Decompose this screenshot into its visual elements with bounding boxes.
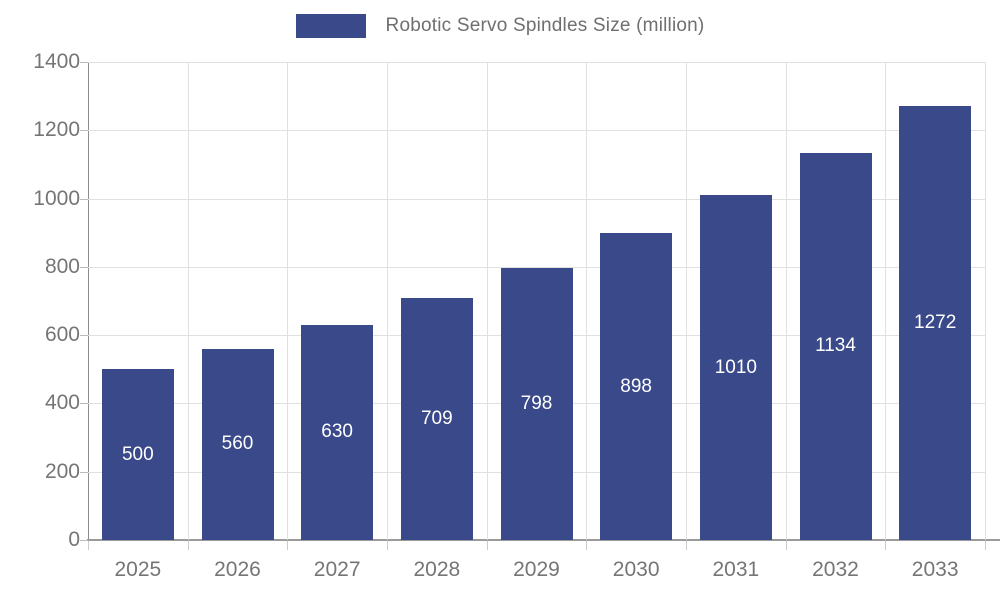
y-tick-label: 1200	[33, 118, 80, 142]
gridline-v	[985, 62, 986, 540]
x-axis-tick	[486, 541, 488, 550]
bar-2031[interactable]: 1010	[699, 195, 772, 540]
bar-2025[interactable]: 500	[101, 369, 174, 540]
gridline-v	[885, 62, 887, 540]
bar-value-label: 560	[221, 433, 254, 455]
gridline-v	[586, 62, 588, 540]
gridline-v	[387, 62, 388, 540]
bar-value-label: 898	[620, 375, 652, 397]
x-tick-label: 2027	[313, 558, 361, 581]
y-tick-label: 0	[68, 528, 80, 551]
y-axis-tick	[80, 540, 88, 541]
gridline-h	[88, 62, 985, 63]
bar-2029[interactable]: 798	[500, 267, 573, 540]
x-axis-tick	[586, 541, 588, 550]
x-axis-tick	[387, 541, 388, 550]
x-tick-label: 2031	[712, 558, 760, 581]
gridline-h	[88, 130, 985, 132]
x-axis-line	[87, 539, 1000, 541]
bar-2032[interactable]: 1134	[799, 152, 872, 540]
y-tick-label: 400	[44, 391, 80, 415]
y-tick-label: 1000	[33, 186, 80, 210]
bar-2033[interactable]: 1272	[899, 105, 972, 540]
y-axis-tick	[80, 471, 88, 473]
y-axis-tick	[80, 198, 88, 200]
y-axis-line	[88, 62, 89, 550]
bar-value-label: 500	[121, 443, 154, 465]
x-tick-label: 2026	[214, 558, 261, 581]
x-axis-tick	[985, 541, 986, 550]
x-axis-tick	[885, 541, 887, 550]
x-tick-label: 2028	[413, 558, 461, 581]
bar-value-label: 798	[520, 392, 553, 414]
legend-label: Robotic Servo Spindles Size (million)	[385, 15, 705, 36]
bar-value-label: 1010	[714, 356, 757, 378]
y-tick-label: 1400	[33, 50, 80, 73]
gridline-v	[686, 62, 687, 540]
plot-area: 500 560 630 709 798 898 1010 1134 1272	[80, 62, 1000, 550]
bar-value-label: 1272	[914, 311, 957, 333]
x-axis-tick	[785, 541, 787, 550]
gridline-v	[486, 62, 488, 540]
x-tick-label: 2030	[612, 558, 660, 581]
y-axis-tick	[80, 403, 88, 405]
gridline-v	[287, 62, 289, 540]
bar-2026[interactable]: 560	[201, 348, 274, 540]
x-axis-tick	[686, 541, 687, 550]
x-axis-tick	[187, 541, 189, 550]
bar-2028[interactable]: 709	[400, 297, 473, 540]
bar-value-label: 709	[420, 407, 453, 429]
bar-2027[interactable]: 630	[301, 324, 374, 540]
gridline-v	[187, 62, 189, 540]
x-tick-label: 2025	[114, 558, 162, 581]
gridline-v	[785, 62, 787, 540]
x-tick-label: 2029	[513, 558, 560, 581]
y-tick-label: 600	[44, 323, 80, 347]
x-axis-tick	[88, 541, 89, 550]
x-tick-label: 2033	[911, 558, 959, 581]
y-tick-label: 200	[44, 459, 80, 483]
legend[interactable]: Robotic Servo Spindles Size (million)	[0, 14, 1000, 38]
y-axis-tick	[80, 335, 88, 337]
legend-swatch	[295, 14, 366, 38]
gridline-h	[88, 266, 985, 268]
x-tick-label: 2032	[812, 558, 859, 581]
x-axis-tick	[287, 541, 289, 550]
y-axis-tick	[80, 266, 88, 268]
y-axis-tick	[80, 130, 88, 132]
y-tick-label: 800	[44, 254, 80, 278]
bar-value-label: 1134	[815, 335, 856, 357]
y-axis-tick	[80, 62, 88, 63]
gridline-h	[88, 198, 985, 200]
bar-value-label: 630	[321, 421, 353, 443]
bar-2030[interactable]: 898	[600, 233, 673, 540]
